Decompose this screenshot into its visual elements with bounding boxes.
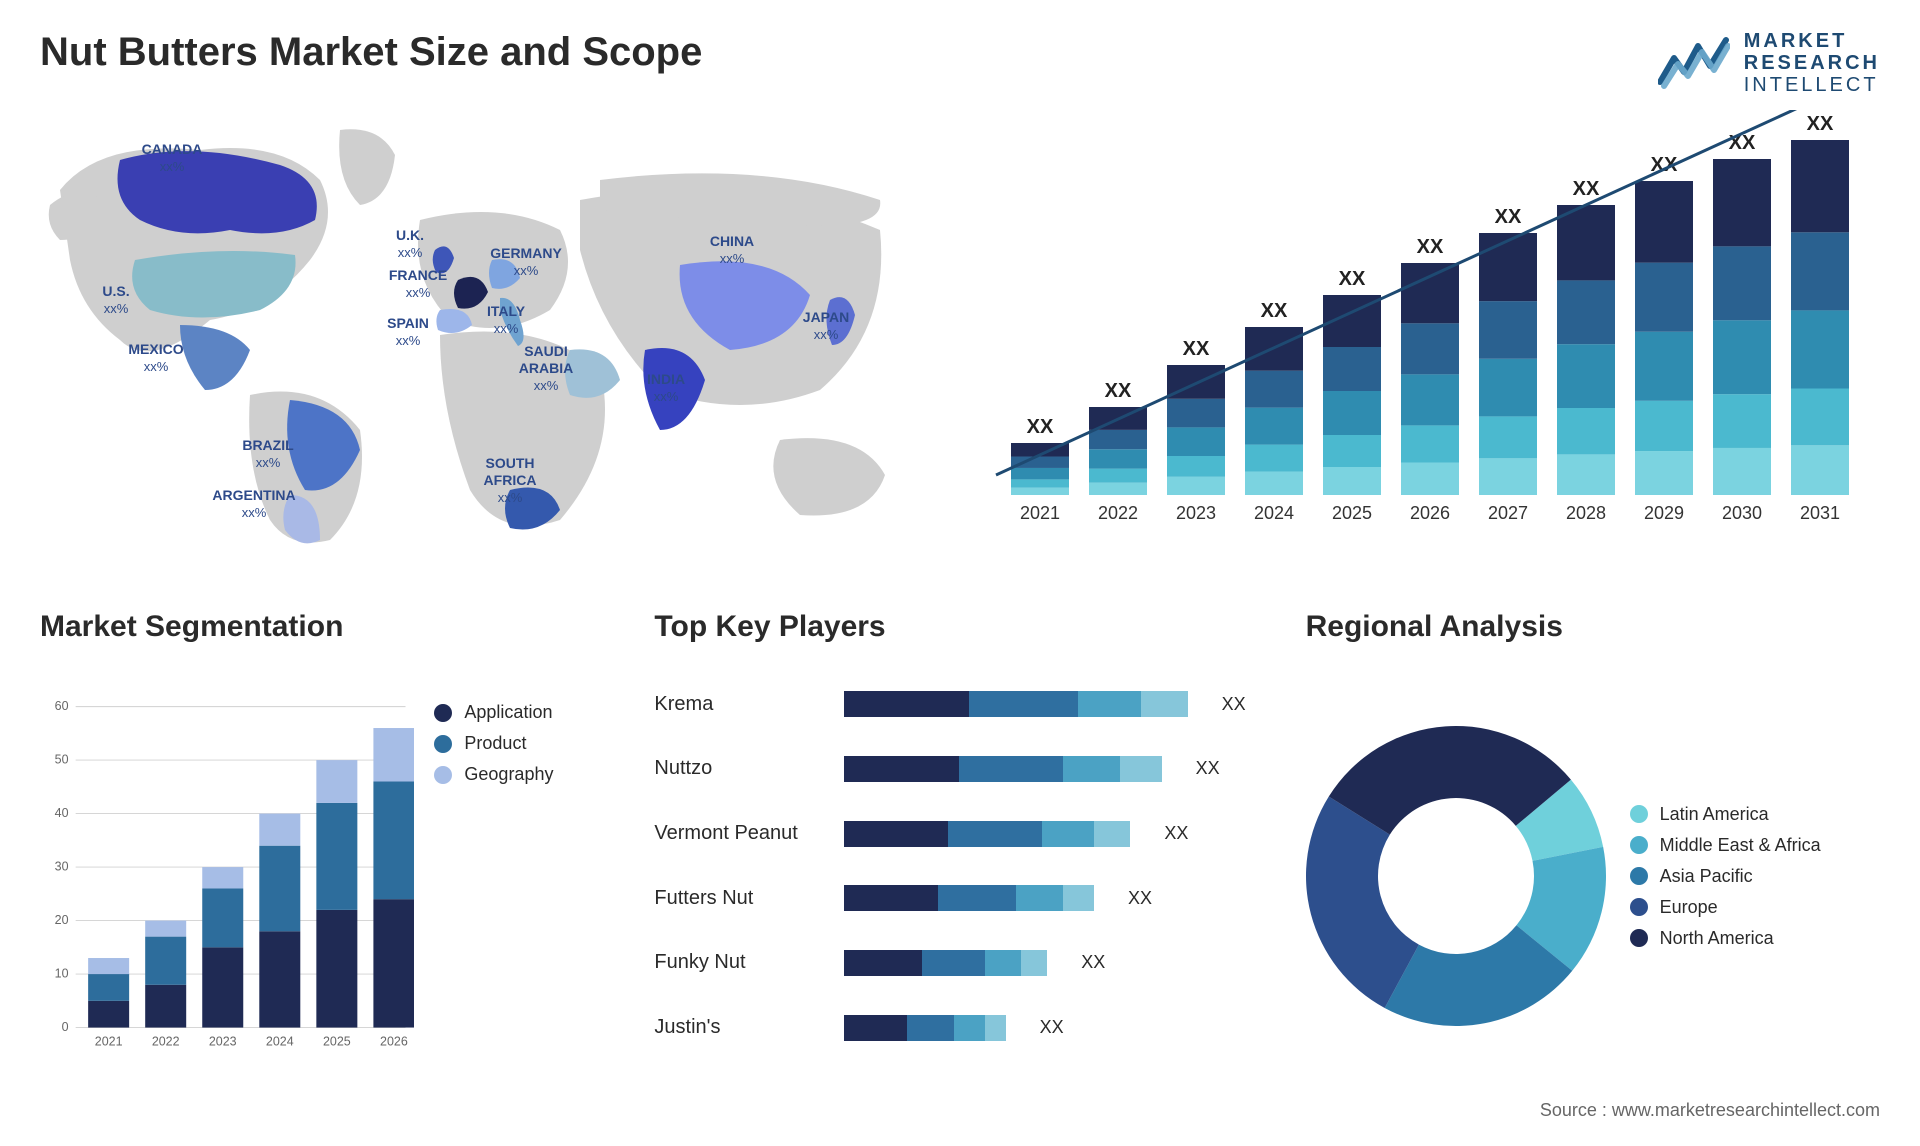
legend-item: Europe: [1630, 897, 1880, 918]
svg-text:2024: 2024: [1254, 503, 1294, 523]
svg-text:2023: 2023: [1176, 503, 1216, 523]
player-name: Futters Nut: [654, 887, 824, 910]
logo-line2: RESEARCH: [1744, 52, 1880, 74]
map-label: GERMANYxx%: [490, 245, 562, 279]
logo-mark: [1658, 36, 1730, 90]
svg-text:2029: 2029: [1644, 503, 1684, 523]
svg-text:2022: 2022: [152, 1034, 180, 1048]
svg-text:2027: 2027: [1488, 503, 1528, 523]
svg-text:40: 40: [55, 806, 69, 820]
player-bar: [844, 885, 1094, 911]
svg-text:2026: 2026: [1410, 503, 1450, 523]
map-label: U.K.xx%: [396, 227, 424, 261]
svg-text:XX: XX: [1417, 236, 1444, 258]
player-name: Funky Nut: [654, 951, 824, 974]
svg-text:XX: XX: [1573, 178, 1600, 200]
map-label: ARGENTINAxx%: [212, 487, 295, 521]
regional-legend: Latin America Middle East & Africa Asia Pa…: [1630, 794, 1880, 959]
regional-panel: Regional Analysis Latin America Middle Ea…: [1306, 610, 1880, 1090]
player-name: Justin's: [654, 1016, 824, 1039]
player-bar: [844, 1015, 1005, 1041]
player-bar: [844, 950, 1047, 976]
players-heading: Top Key Players: [654, 610, 1265, 644]
player-bar: [844, 691, 1187, 717]
map-label: SAUDIARABIAxx%: [519, 343, 573, 393]
svg-text:2030: 2030: [1722, 503, 1762, 523]
players-panel: Top Key Players KremaXXNuttzoXXVermont P…: [654, 610, 1265, 1090]
player-row: Funky Nut XX: [654, 943, 1245, 983]
legend-item: Product: [434, 733, 614, 754]
svg-text:2026: 2026: [380, 1034, 408, 1048]
logo-line3: INTELLECT: [1744, 74, 1880, 96]
svg-text:20: 20: [55, 913, 69, 927]
map-label: MEXICOxx%: [128, 341, 183, 375]
map-label: SPAINxx%: [387, 315, 429, 349]
player-value: XX: [1222, 694, 1246, 715]
page-title: Nut Butters Market Size and Scope: [40, 30, 702, 75]
legend-item: Latin America: [1630, 804, 1880, 825]
player-row: Justin's XX: [654, 1008, 1245, 1048]
player-row: Nuttzo XX: [654, 749, 1245, 789]
svg-text:10: 10: [55, 967, 69, 981]
logo-line1: MARKET: [1744, 30, 1880, 52]
legend-item: Geography: [434, 764, 614, 785]
map-label: BRAZILxx%: [242, 437, 293, 471]
player-row: Vermont Peanut XX: [654, 814, 1245, 854]
source-line: Source : www.marketresearchintellect.com: [40, 1100, 1880, 1121]
player-value: XX: [1128, 888, 1152, 909]
svg-text:2028: 2028: [1566, 503, 1606, 523]
player-name: Nuttzo: [654, 757, 824, 780]
segmentation-legend: Application Product Geography: [434, 662, 614, 1090]
player-value: XX: [1196, 758, 1220, 779]
player-row: Futters Nut XX: [654, 878, 1245, 918]
svg-text:2022: 2022: [1098, 503, 1138, 523]
regional-heading: Regional Analysis: [1306, 610, 1880, 644]
legend-item: Asia Pacific: [1630, 866, 1880, 887]
svg-text:2021: 2021: [1020, 503, 1060, 523]
svg-text:XX: XX: [1105, 380, 1132, 402]
svg-text:0: 0: [62, 1020, 69, 1034]
map-label: CHINAxx%: [710, 233, 754, 267]
map-label: FRANCExx%: [389, 267, 447, 301]
svg-text:50: 50: [55, 753, 69, 767]
segmentation-heading: Market Segmentation: [40, 610, 614, 644]
player-bar: [844, 821, 1130, 847]
svg-text:XX: XX: [1495, 206, 1522, 228]
legend-item: Application: [434, 702, 614, 723]
map-label: ITALYxx%: [487, 303, 525, 337]
svg-text:2024: 2024: [266, 1034, 294, 1048]
map-label: CANADAxx%: [142, 141, 203, 175]
svg-text:XX: XX: [1729, 132, 1756, 154]
player-value: XX: [1081, 952, 1105, 973]
svg-text:2023: 2023: [209, 1034, 237, 1048]
map-label: JAPANxx%: [803, 309, 849, 343]
player-bar: [844, 756, 1161, 782]
world-map: CANADAxx% U.S.xx% MEXICOxx% BRAZILxx% ARGENT…: [40, 110, 940, 580]
svg-text:XX: XX: [1261, 300, 1288, 322]
svg-text:30: 30: [55, 860, 69, 874]
player-row: Krema XX: [654, 684, 1245, 724]
svg-text:XX: XX: [1807, 113, 1834, 135]
map-label: INDIAxx%: [647, 371, 685, 405]
player-value: XX: [1164, 823, 1188, 844]
map-label: SOUTHAFRICAxx%: [484, 455, 537, 505]
svg-text:2021: 2021: [95, 1034, 123, 1048]
svg-text:2025: 2025: [1332, 503, 1372, 523]
map-label: U.S.xx%: [102, 283, 129, 317]
segmentation-panel: Market Segmentation 0 10 20 30 40 50 60 2021 202…: [40, 610, 614, 1090]
brand-logo: MARKET RESEARCH INTELLECT: [1658, 30, 1880, 96]
legend-item: North America: [1630, 928, 1880, 949]
player-value: XX: [1040, 1017, 1064, 1038]
svg-text:60: 60: [55, 699, 69, 713]
svg-text:XX: XX: [1027, 416, 1054, 438]
legend-item: Middle East & Africa: [1630, 835, 1880, 856]
svg-text:2025: 2025: [323, 1034, 351, 1048]
growth-chart: 2021 XX 2022 XX 2023 XX 2024 XX 2025 XX 2026 XX 2027…: [980, 110, 1880, 580]
svg-text:XX: XX: [1339, 268, 1366, 290]
svg-text:2031: 2031: [1800, 503, 1840, 523]
player-name: Vermont Peanut: [654, 822, 824, 845]
svg-text:XX: XX: [1183, 338, 1210, 360]
player-name: Krema: [654, 693, 824, 716]
